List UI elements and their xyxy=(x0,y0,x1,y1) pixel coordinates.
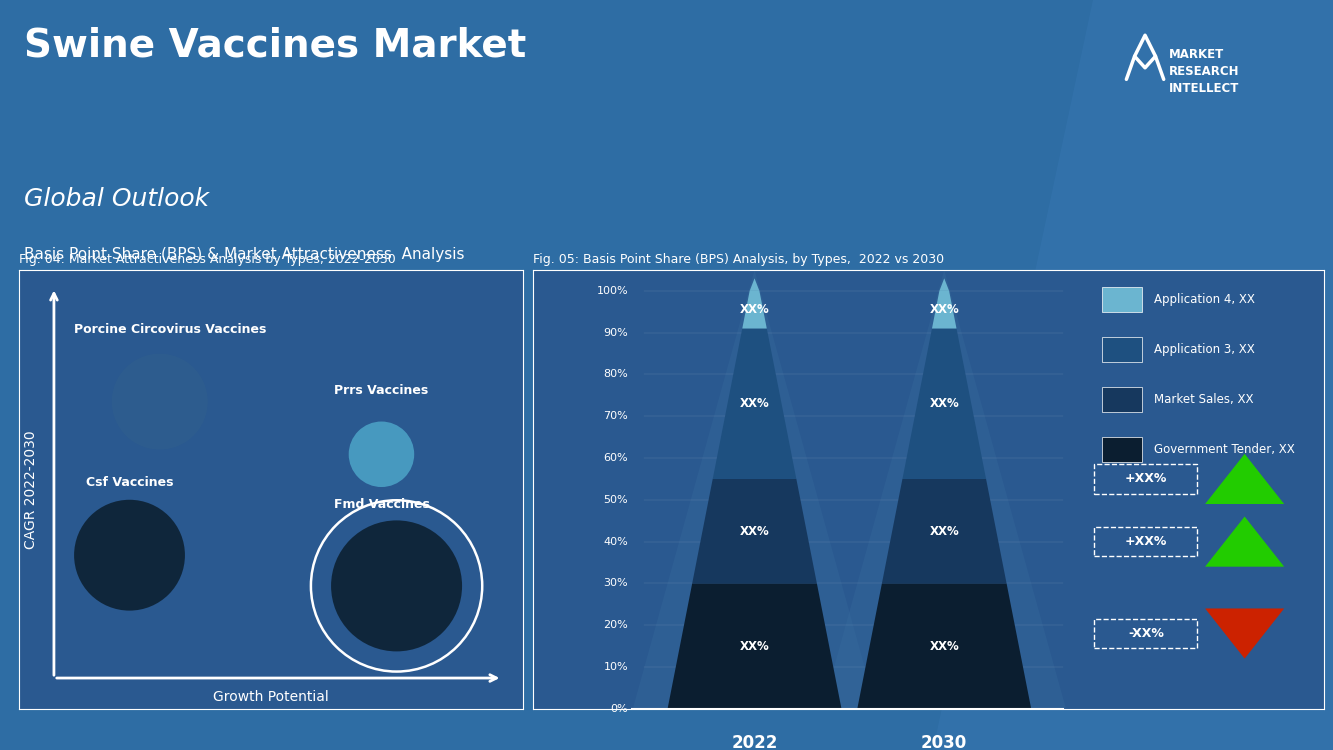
Text: XX%: XX% xyxy=(740,398,769,410)
Text: XX%: XX% xyxy=(740,525,769,538)
Polygon shape xyxy=(902,328,986,479)
Text: 40%: 40% xyxy=(604,536,628,547)
Text: Basis Point Share (BPS) & Market Attractiveness  Analysis: Basis Point Share (BPS) & Market Attract… xyxy=(24,248,464,262)
Text: MARKET
RESEARCH
INTELLECT: MARKET RESEARCH INTELLECT xyxy=(1169,48,1240,94)
Polygon shape xyxy=(882,479,1006,584)
Text: 70%: 70% xyxy=(604,411,628,422)
Text: 10%: 10% xyxy=(604,662,628,672)
Polygon shape xyxy=(1205,608,1284,658)
Polygon shape xyxy=(713,328,796,479)
Text: Prrs Vaccines: Prrs Vaccines xyxy=(335,384,429,398)
Polygon shape xyxy=(742,291,766,328)
Text: 2022: 2022 xyxy=(732,734,777,750)
Text: 80%: 80% xyxy=(604,370,628,380)
Text: Market Sales, XX: Market Sales, XX xyxy=(1154,393,1253,406)
Text: 100%: 100% xyxy=(596,286,628,296)
Text: Government Tender, XX: Government Tender, XX xyxy=(1154,443,1294,456)
Text: 0%: 0% xyxy=(611,704,628,714)
Text: 50%: 50% xyxy=(604,495,628,505)
Text: +XX%: +XX% xyxy=(1125,535,1166,548)
Polygon shape xyxy=(932,291,957,328)
Text: 90%: 90% xyxy=(604,328,628,338)
Text: XX%: XX% xyxy=(929,303,960,316)
Polygon shape xyxy=(857,584,1032,709)
Text: 2030: 2030 xyxy=(921,734,968,750)
Text: XX%: XX% xyxy=(929,640,960,652)
Text: Swine Vaccines Market: Swine Vaccines Market xyxy=(24,26,527,64)
Polygon shape xyxy=(1205,517,1284,567)
Text: Application 4, XX: Application 4, XX xyxy=(1154,292,1254,306)
Polygon shape xyxy=(749,278,760,291)
Text: XX%: XX% xyxy=(929,398,960,410)
Text: Application 3, XX: Application 3, XX xyxy=(1154,343,1254,356)
Polygon shape xyxy=(933,0,1333,750)
Bar xyxy=(1102,286,1142,312)
Ellipse shape xyxy=(331,520,463,652)
Ellipse shape xyxy=(112,354,208,449)
Bar xyxy=(1102,437,1142,462)
Text: 30%: 30% xyxy=(604,578,628,589)
Text: XX%: XX% xyxy=(740,303,769,316)
Text: Fig. 04: Market Attractiveness Analysis by Types, 2022-2030: Fig. 04: Market Attractiveness Analysis … xyxy=(19,253,396,266)
Polygon shape xyxy=(633,270,876,709)
Text: +XX%: +XX% xyxy=(1125,472,1166,485)
Polygon shape xyxy=(822,270,1066,709)
Ellipse shape xyxy=(75,500,185,610)
Ellipse shape xyxy=(349,422,415,487)
Polygon shape xyxy=(1205,454,1284,504)
Text: 60%: 60% xyxy=(604,453,628,463)
Polygon shape xyxy=(692,479,817,584)
Text: -XX%: -XX% xyxy=(1128,627,1164,640)
Text: Porcine Circovirus Vaccines: Porcine Circovirus Vaccines xyxy=(73,322,267,336)
Text: Csf Vaccines: Csf Vaccines xyxy=(85,476,173,490)
Text: XX%: XX% xyxy=(929,525,960,538)
Bar xyxy=(1102,337,1142,362)
Text: XX%: XX% xyxy=(740,640,769,652)
Text: Fig. 05: Basis Point Share (BPS) Analysis, by Types,  2022 vs 2030: Fig. 05: Basis Point Share (BPS) Analysi… xyxy=(533,253,944,266)
Text: Growth Potential: Growth Potential xyxy=(213,690,328,704)
Polygon shape xyxy=(940,278,949,291)
Bar xyxy=(1102,387,1142,412)
Text: CAGR 2022-2030: CAGR 2022-2030 xyxy=(24,430,39,549)
Text: 20%: 20% xyxy=(604,620,628,630)
Text: Fmd Vaccines: Fmd Vaccines xyxy=(333,498,429,512)
Text: Global Outlook: Global Outlook xyxy=(24,188,209,211)
Polygon shape xyxy=(668,584,841,709)
